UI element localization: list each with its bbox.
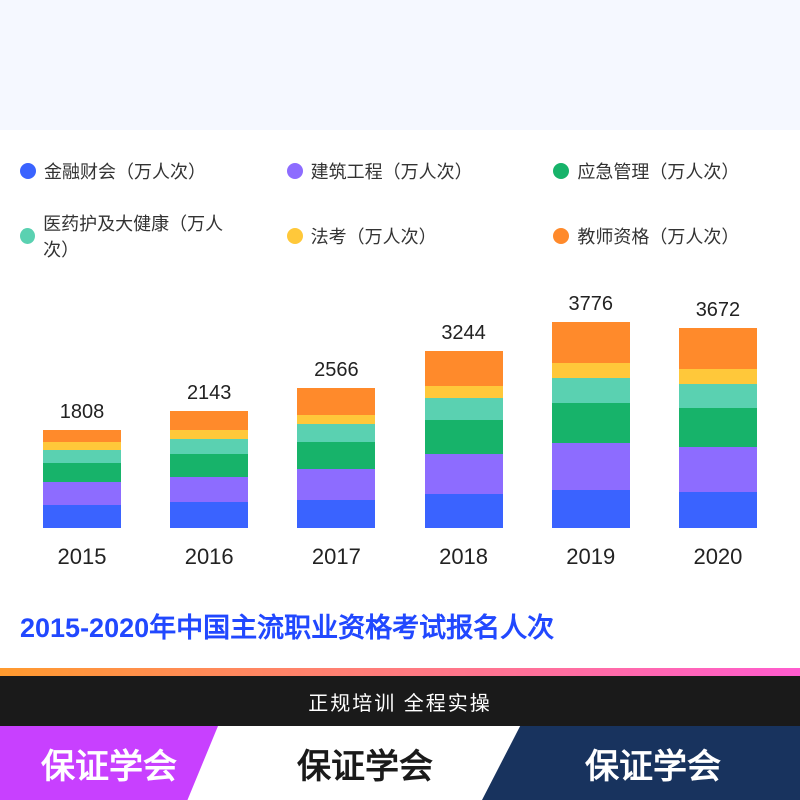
bar-segment-teacher bbox=[679, 328, 757, 370]
xaxis-label: 2017 bbox=[286, 544, 386, 570]
bar-segment-emergency bbox=[679, 408, 757, 447]
bar-segment-health bbox=[552, 378, 630, 403]
bar-segment-teacher bbox=[43, 430, 121, 442]
bar-segment-teacher bbox=[552, 322, 630, 363]
bar-stack bbox=[43, 430, 121, 528]
bar-segment-finance bbox=[679, 492, 757, 528]
stacked-bar-chart: 180821432566324437763672 201520162017201… bbox=[0, 298, 800, 588]
bar-segment-construction bbox=[425, 454, 503, 494]
legend-label: 医药护及大健康（万人次） bbox=[43, 210, 247, 262]
badge-right: 保证学会 bbox=[482, 726, 800, 800]
bar-total-label: 3776 bbox=[569, 293, 614, 316]
bar-segment-finance bbox=[425, 494, 503, 528]
xaxis-label: 2018 bbox=[414, 544, 514, 570]
bar-segment-health bbox=[170, 439, 248, 454]
bar-segment-teacher bbox=[170, 411, 248, 430]
legend-swatch-construction bbox=[287, 163, 303, 179]
bar-column: 1808 bbox=[32, 401, 132, 528]
bar-segment-law bbox=[425, 386, 503, 399]
bar-total-label: 3672 bbox=[696, 299, 741, 322]
bar-segment-health bbox=[679, 384, 757, 409]
badge-area: 保证学会 保证学会 保证学会 bbox=[0, 726, 800, 800]
bar-column: 3672 bbox=[668, 299, 768, 528]
legend-swatch-finance bbox=[20, 163, 36, 179]
bar-total-label: 1808 bbox=[60, 401, 105, 424]
bar-segment-emergency bbox=[425, 420, 503, 454]
legend-item-finance: 金融财会（万人次） bbox=[20, 158, 247, 184]
bar-segment-law bbox=[170, 430, 248, 439]
bar-segment-emergency bbox=[552, 403, 630, 443]
bar-column: 3244 bbox=[414, 322, 514, 528]
badge-left: 保证学会 bbox=[0, 726, 218, 800]
bar-segment-health bbox=[425, 398, 503, 420]
bar-segment-finance bbox=[552, 490, 630, 528]
bar-segment-law bbox=[297, 415, 375, 425]
legend-swatch-law bbox=[287, 228, 303, 244]
legend-label: 应急管理（万人次） bbox=[577, 158, 739, 184]
bar-segment-construction bbox=[297, 469, 375, 500]
legend-label: 教师资格（万人次） bbox=[577, 223, 739, 249]
xaxis-label: 2015 bbox=[32, 544, 132, 570]
bar-segment-emergency bbox=[170, 454, 248, 477]
legend-item-law: 法考（万人次） bbox=[287, 210, 514, 262]
bar-column: 2566 bbox=[286, 359, 386, 528]
legend-item-construction: 建筑工程（万人次） bbox=[287, 158, 514, 184]
bar-segment-finance bbox=[170, 502, 248, 528]
bar-total-label: 2143 bbox=[187, 382, 232, 405]
bar-segment-construction bbox=[552, 443, 630, 490]
bar-stack bbox=[425, 351, 503, 528]
bar-segment-construction bbox=[679, 447, 757, 492]
legend-label: 法考（万人次） bbox=[311, 223, 437, 249]
legend-swatch-teacher bbox=[553, 228, 569, 244]
bar-segment-teacher bbox=[425, 351, 503, 386]
xaxis-label: 2016 bbox=[159, 544, 259, 570]
bar-segment-law bbox=[43, 442, 121, 450]
bar-total-label: 2566 bbox=[314, 359, 359, 382]
bar-segment-health bbox=[297, 424, 375, 441]
footer: 正规培训 全程实操 保证学会 保证学会 保证学会 bbox=[0, 668, 800, 800]
legend-swatch-health bbox=[20, 228, 35, 244]
bar-stack bbox=[552, 322, 630, 528]
chart-xaxis: 2015 2016 2017 2018 2019 2020 bbox=[32, 544, 768, 570]
legend: 金融财会（万人次） 建筑工程（万人次） 应急管理（万人次） 医药护及大健康（万人… bbox=[0, 130, 800, 298]
gradient-bar bbox=[0, 668, 800, 676]
bar-segment-law bbox=[552, 363, 630, 378]
badge-mid: 保证学会 bbox=[218, 726, 512, 800]
bar-column: 3776 bbox=[541, 293, 641, 528]
bar-column: 2143 bbox=[159, 382, 259, 528]
bar-segment-teacher bbox=[297, 388, 375, 414]
bar-segment-health bbox=[43, 450, 121, 463]
legend-swatch-emergency bbox=[553, 163, 569, 179]
xaxis-label: 2020 bbox=[668, 544, 768, 570]
bar-segment-emergency bbox=[297, 442, 375, 469]
bar-segment-law bbox=[679, 369, 757, 383]
header-band bbox=[0, 0, 800, 130]
bar-stack bbox=[297, 388, 375, 528]
bar-stack bbox=[170, 411, 248, 528]
bar-segment-finance bbox=[43, 505, 121, 528]
legend-item-health: 医药护及大健康（万人次） bbox=[20, 210, 247, 262]
slogan: 正规培训 全程实操 bbox=[0, 676, 800, 726]
legend-item-teacher: 教师资格（万人次） bbox=[553, 210, 780, 262]
bar-segment-emergency bbox=[43, 463, 121, 483]
bar-stack bbox=[679, 328, 757, 528]
legend-label: 建筑工程（万人次） bbox=[311, 158, 473, 184]
xaxis-label: 2019 bbox=[541, 544, 641, 570]
bar-segment-finance bbox=[297, 500, 375, 528]
bar-segment-construction bbox=[43, 482, 121, 505]
chart-bars: 180821432566324437763672 bbox=[32, 298, 768, 528]
bar-total-label: 3244 bbox=[441, 322, 486, 345]
bar-segment-construction bbox=[170, 477, 248, 503]
chart-title: 2015-2020年中国主流职业资格考试报名人次 bbox=[0, 588, 800, 661]
legend-label: 金融财会（万人次） bbox=[44, 158, 206, 184]
legend-item-emergency: 应急管理（万人次） bbox=[553, 158, 780, 184]
